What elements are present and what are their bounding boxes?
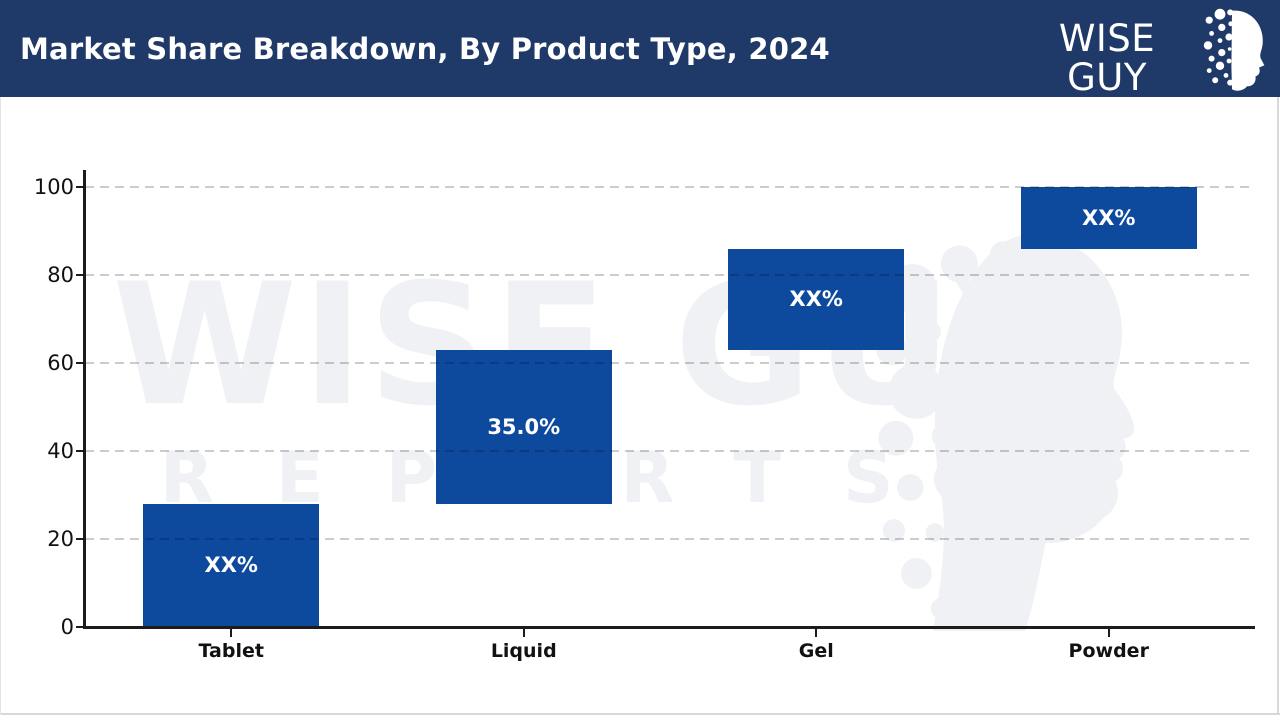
y-tick-20	[76, 538, 85, 540]
x-axis-label-tablet: Tablet	[198, 640, 264, 662]
logo-face-icon	[1203, 8, 1265, 91]
gridline-20	[85, 538, 1255, 540]
frame-left-line	[0, 97, 1, 715]
gridline-60	[85, 362, 1255, 364]
gridline-80	[85, 274, 1255, 276]
x-tick-liquid	[522, 628, 525, 637]
x-axis-line	[83, 626, 1255, 629]
frame-bottom-line	[0, 713, 1280, 715]
x-axis-label-gel: Gel	[798, 640, 834, 662]
y-axis-line	[83, 170, 86, 629]
bar-liquid: 35.0%	[435, 349, 612, 504]
y-tick-60	[76, 362, 85, 364]
y-tick-100	[76, 186, 85, 188]
bar-value-label-tablet: XX%	[204, 553, 258, 578]
bar-gel: XX%	[728, 248, 905, 350]
gridline-100	[85, 186, 1255, 188]
header-band: Market Share Breakdown, By Product Type,…	[0, 0, 1280, 115]
bar-value-label-powder: XX%	[1082, 205, 1136, 230]
page-title: Market Share Breakdown, By Product Type,…	[20, 31, 830, 66]
bar-powder: XX%	[1020, 187, 1197, 249]
y-axis-tick-label-80: 80	[47, 263, 74, 287]
bar-value-label-liquid: 35.0%	[487, 414, 561, 439]
y-axis-tick-label-40: 40	[47, 439, 74, 463]
bar-value-label-gel: XX%	[789, 287, 843, 312]
wise-guy-logo: WISE GUY REPORTS	[1018, 4, 1268, 115]
y-axis-tick-label-20: 20	[47, 527, 74, 551]
x-axis-label-liquid: Liquid	[490, 640, 557, 662]
logo-primary-text: WISE GUY	[1058, 17, 1156, 99]
y-axis-tick-label-100: 100	[33, 175, 74, 199]
x-tick-powder	[1107, 628, 1110, 637]
y-tick-80	[76, 274, 85, 276]
bar-tablet: XX%	[143, 503, 320, 627]
y-axis-tick-label-0: 0	[60, 615, 74, 639]
x-tick-tablet	[230, 628, 233, 637]
logo-text: WISE GUY REPORTS	[1018, 17, 1196, 115]
logo-secondary-text: REPORTS	[1046, 99, 1176, 115]
frame-right-line	[1277, 97, 1279, 715]
y-tick-40	[76, 450, 85, 452]
y-axis-tick-label-60: 60	[47, 351, 74, 375]
x-tick-gel	[815, 628, 818, 637]
gridline-40	[85, 450, 1255, 452]
watermark-face-icon	[876, 234, 1135, 631]
x-axis-label-powder: Powder	[1068, 640, 1149, 662]
y-tick-0	[76, 626, 85, 628]
